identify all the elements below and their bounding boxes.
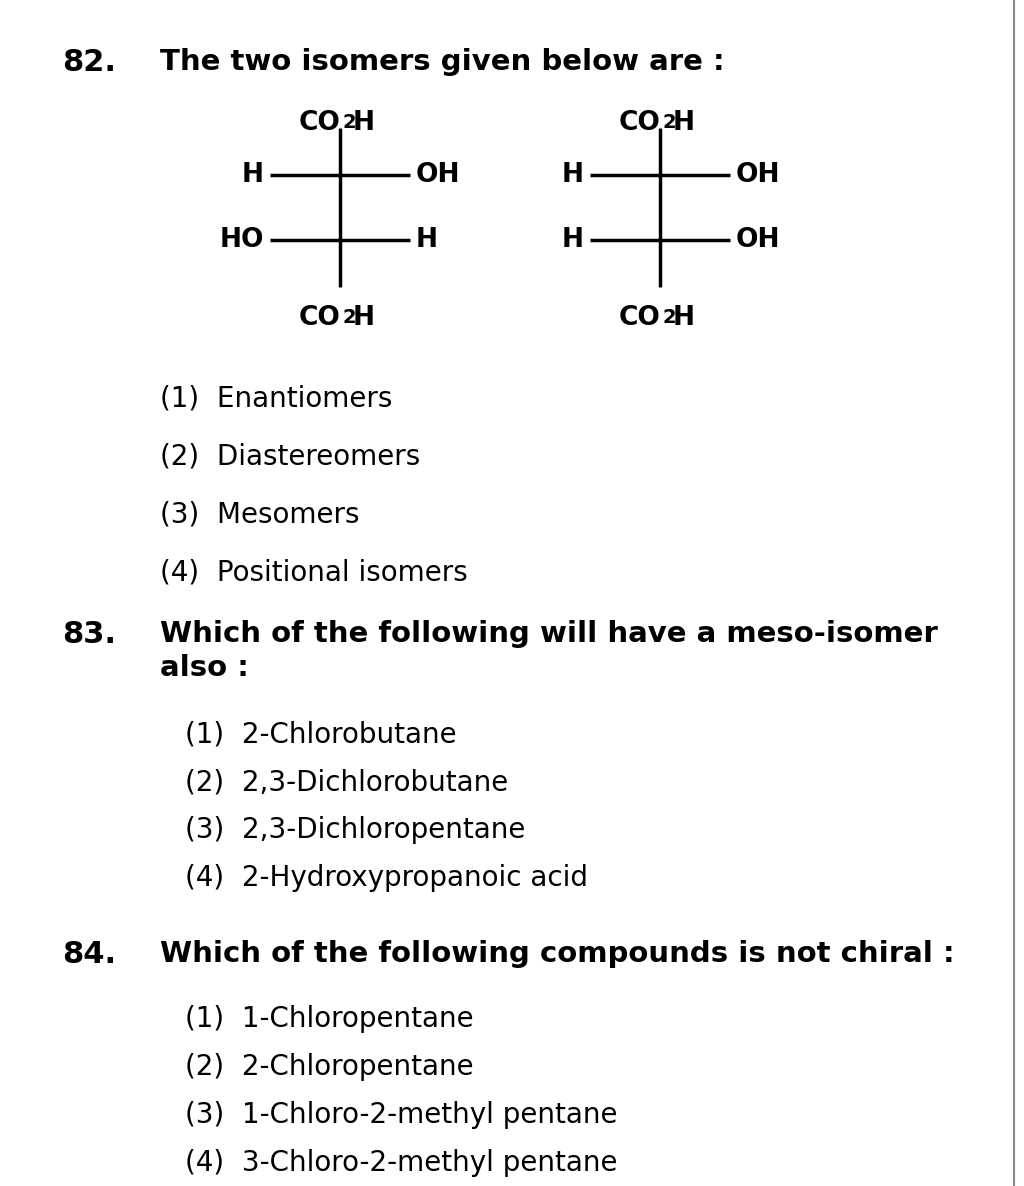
Text: 83.: 83. xyxy=(62,620,116,649)
Text: H: H xyxy=(562,162,584,189)
Text: CO: CO xyxy=(298,110,340,136)
Text: (2)  2,3-Dichlorobutane: (2) 2,3-Dichlorobutane xyxy=(185,769,508,796)
Text: OH: OH xyxy=(416,162,461,189)
Text: 2: 2 xyxy=(342,308,355,327)
Text: CO: CO xyxy=(618,305,660,331)
Text: HO: HO xyxy=(219,227,264,253)
Text: (4)  2-Hydroxypropanoic acid: (4) 2-Hydroxypropanoic acid xyxy=(185,863,588,892)
Text: Which of the following compounds is not chiral :: Which of the following compounds is not … xyxy=(160,940,954,968)
Text: (4)  Positional isomers: (4) Positional isomers xyxy=(160,559,468,587)
Text: (3)  1-Chloro-2-methyl pentane: (3) 1-Chloro-2-methyl pentane xyxy=(185,1101,617,1129)
Text: H: H xyxy=(673,110,695,136)
Text: H: H xyxy=(242,162,264,189)
Text: (1)  1-Chloropentane: (1) 1-Chloropentane xyxy=(185,1005,474,1033)
Text: CO: CO xyxy=(298,305,340,331)
Text: 2: 2 xyxy=(342,113,355,132)
Text: (3)  Mesomers: (3) Mesomers xyxy=(160,500,359,529)
Text: also :: also : xyxy=(160,653,249,682)
Text: (2)  2-Chloropentane: (2) 2-Chloropentane xyxy=(185,1053,474,1080)
Text: (1)  2-Chlorobutane: (1) 2-Chlorobutane xyxy=(185,720,457,748)
Text: OH: OH xyxy=(736,227,780,253)
Text: Which of the following will have a meso-isomer: Which of the following will have a meso-… xyxy=(160,620,938,648)
Text: CO: CO xyxy=(618,110,660,136)
Text: The two isomers given below are :: The two isomers given below are : xyxy=(160,47,725,76)
Text: OH: OH xyxy=(736,162,780,189)
Text: 2: 2 xyxy=(662,308,676,327)
Text: 2: 2 xyxy=(662,113,676,132)
Text: H: H xyxy=(353,305,375,331)
Text: H: H xyxy=(353,110,375,136)
Text: 84.: 84. xyxy=(62,940,116,969)
Text: (4)  3-Chloro-2-methyl pentane: (4) 3-Chloro-2-methyl pentane xyxy=(185,1149,617,1177)
Text: H: H xyxy=(562,227,584,253)
Text: H: H xyxy=(673,305,695,331)
Text: (1)  Enantiomers: (1) Enantiomers xyxy=(160,385,392,413)
Text: H: H xyxy=(416,227,438,253)
Text: (2)  Diastereomers: (2) Diastereomers xyxy=(160,444,420,471)
Text: 82.: 82. xyxy=(62,47,116,77)
Text: (3)  2,3-Dichloropentane: (3) 2,3-Dichloropentane xyxy=(185,816,525,844)
